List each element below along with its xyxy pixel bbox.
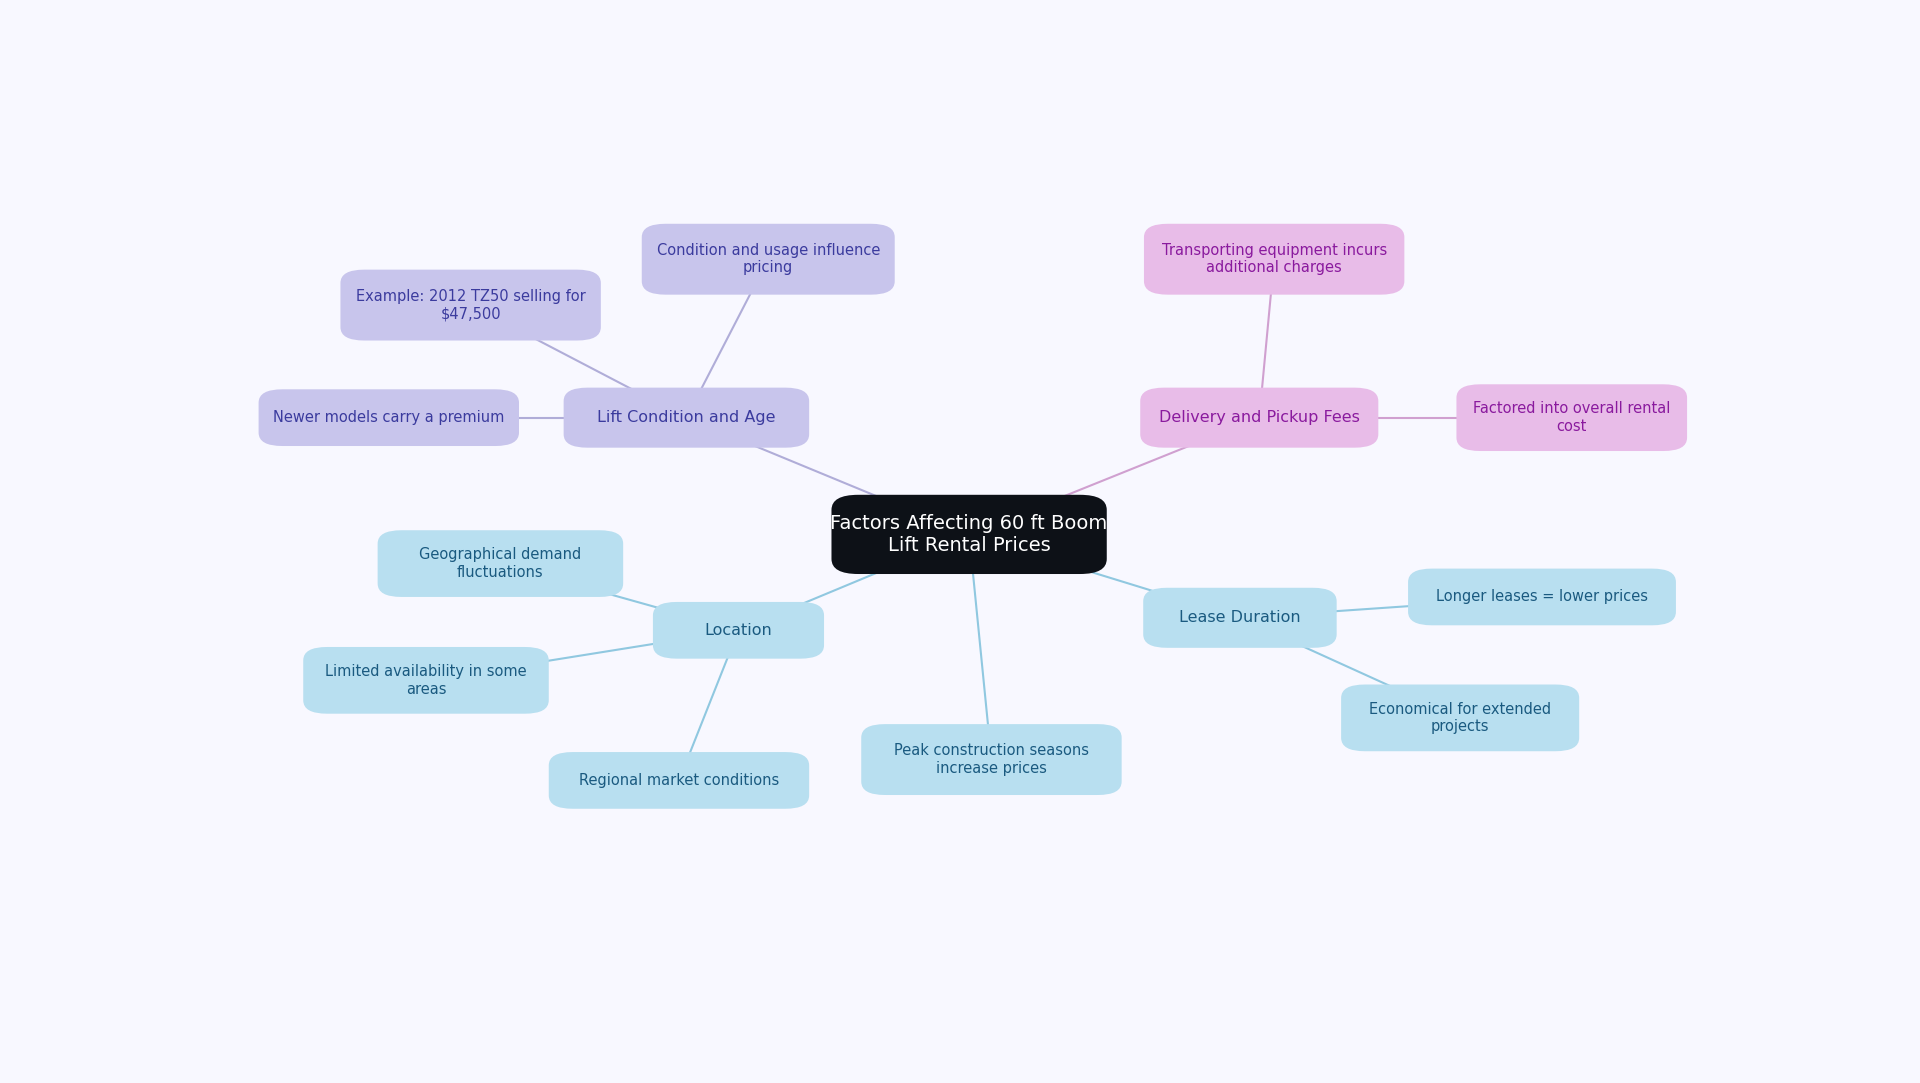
Text: Location: Location	[705, 623, 772, 638]
FancyBboxPatch shape	[1340, 684, 1578, 752]
Text: Newer models carry a premium: Newer models carry a premium	[273, 410, 505, 426]
FancyBboxPatch shape	[1140, 388, 1379, 447]
FancyBboxPatch shape	[259, 389, 518, 446]
FancyBboxPatch shape	[653, 602, 824, 658]
Text: Delivery and Pickup Fees: Delivery and Pickup Fees	[1160, 410, 1359, 426]
FancyBboxPatch shape	[1142, 588, 1336, 648]
FancyBboxPatch shape	[303, 647, 549, 714]
Text: Condition and usage influence
pricing: Condition and usage influence pricing	[657, 243, 879, 275]
FancyBboxPatch shape	[1407, 569, 1676, 625]
Text: Transporting equipment incurs
additional charges: Transporting equipment incurs additional…	[1162, 243, 1386, 275]
Text: Lift Condition and Age: Lift Condition and Age	[597, 410, 776, 426]
Text: Peak construction seasons
increase prices: Peak construction seasons increase price…	[895, 743, 1089, 775]
Text: Factors Affecting 60 ft Boom
Lift Rental Prices: Factors Affecting 60 ft Boom Lift Rental…	[831, 514, 1108, 554]
Text: Economical for extended
projects: Economical for extended projects	[1369, 702, 1551, 734]
FancyBboxPatch shape	[1144, 224, 1404, 295]
Text: Limited availability in some
areas: Limited availability in some areas	[324, 664, 526, 696]
Text: Longer leases = lower prices: Longer leases = lower prices	[1436, 589, 1647, 604]
Text: Regional market conditions: Regional market conditions	[578, 773, 780, 788]
FancyBboxPatch shape	[378, 531, 624, 597]
FancyBboxPatch shape	[1457, 384, 1688, 451]
FancyBboxPatch shape	[641, 224, 895, 295]
FancyBboxPatch shape	[564, 388, 808, 447]
FancyBboxPatch shape	[862, 725, 1121, 795]
Text: Lease Duration: Lease Duration	[1179, 611, 1300, 625]
FancyBboxPatch shape	[549, 752, 808, 809]
FancyBboxPatch shape	[340, 270, 601, 340]
Text: Geographical demand
fluctuations: Geographical demand fluctuations	[419, 547, 582, 579]
Text: Example: 2012 TZ50 selling for
$47,500: Example: 2012 TZ50 selling for $47,500	[355, 289, 586, 322]
Text: Factored into overall rental
cost: Factored into overall rental cost	[1473, 402, 1670, 434]
FancyBboxPatch shape	[831, 495, 1106, 574]
